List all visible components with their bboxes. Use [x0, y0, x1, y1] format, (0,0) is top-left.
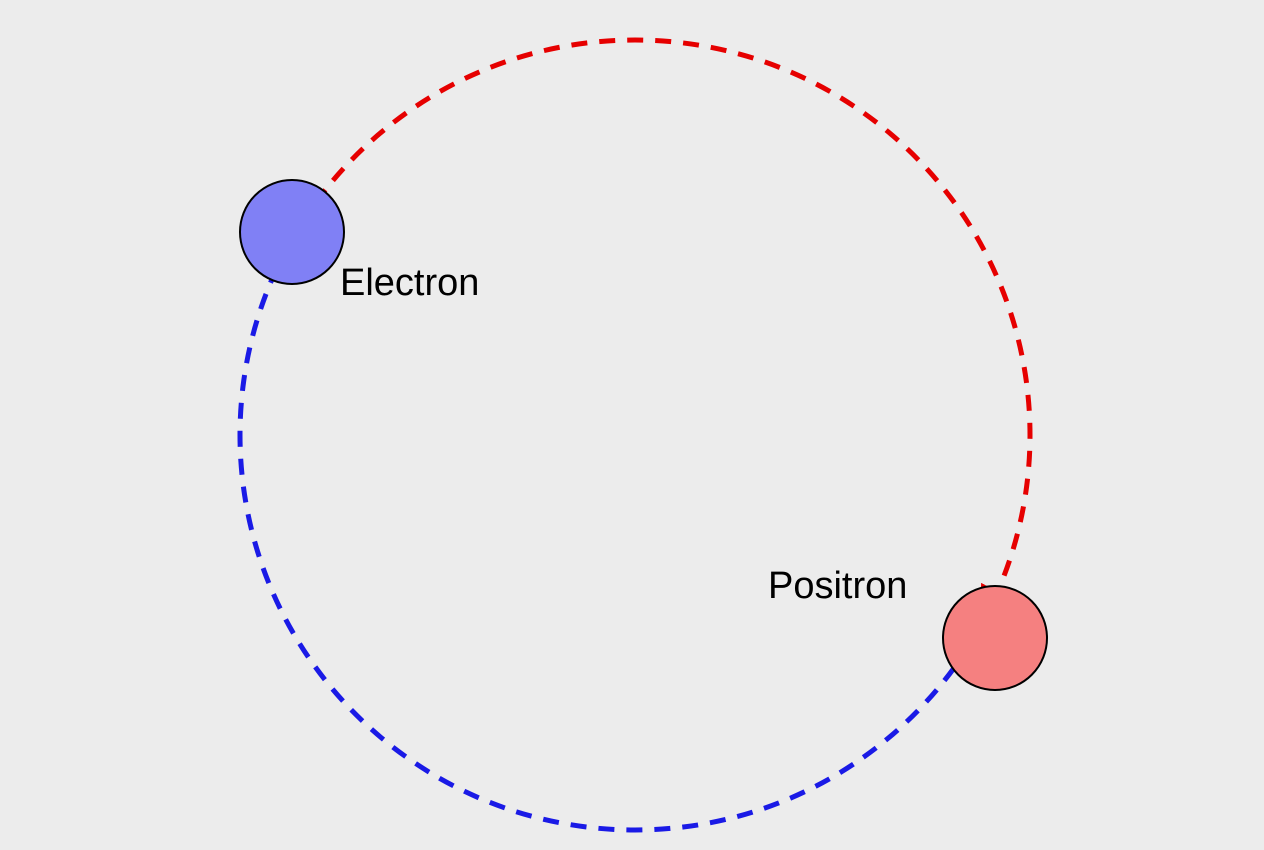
- positronium-diagram: [0, 0, 1264, 850]
- positron-label: Positron: [768, 565, 907, 608]
- electron-label: Electron: [340, 262, 479, 305]
- red-arc-path: [300, 40, 1030, 620]
- electron-particle: [240, 180, 344, 284]
- blue-arc-path: [240, 226, 984, 830]
- positron-particle: [943, 586, 1047, 690]
